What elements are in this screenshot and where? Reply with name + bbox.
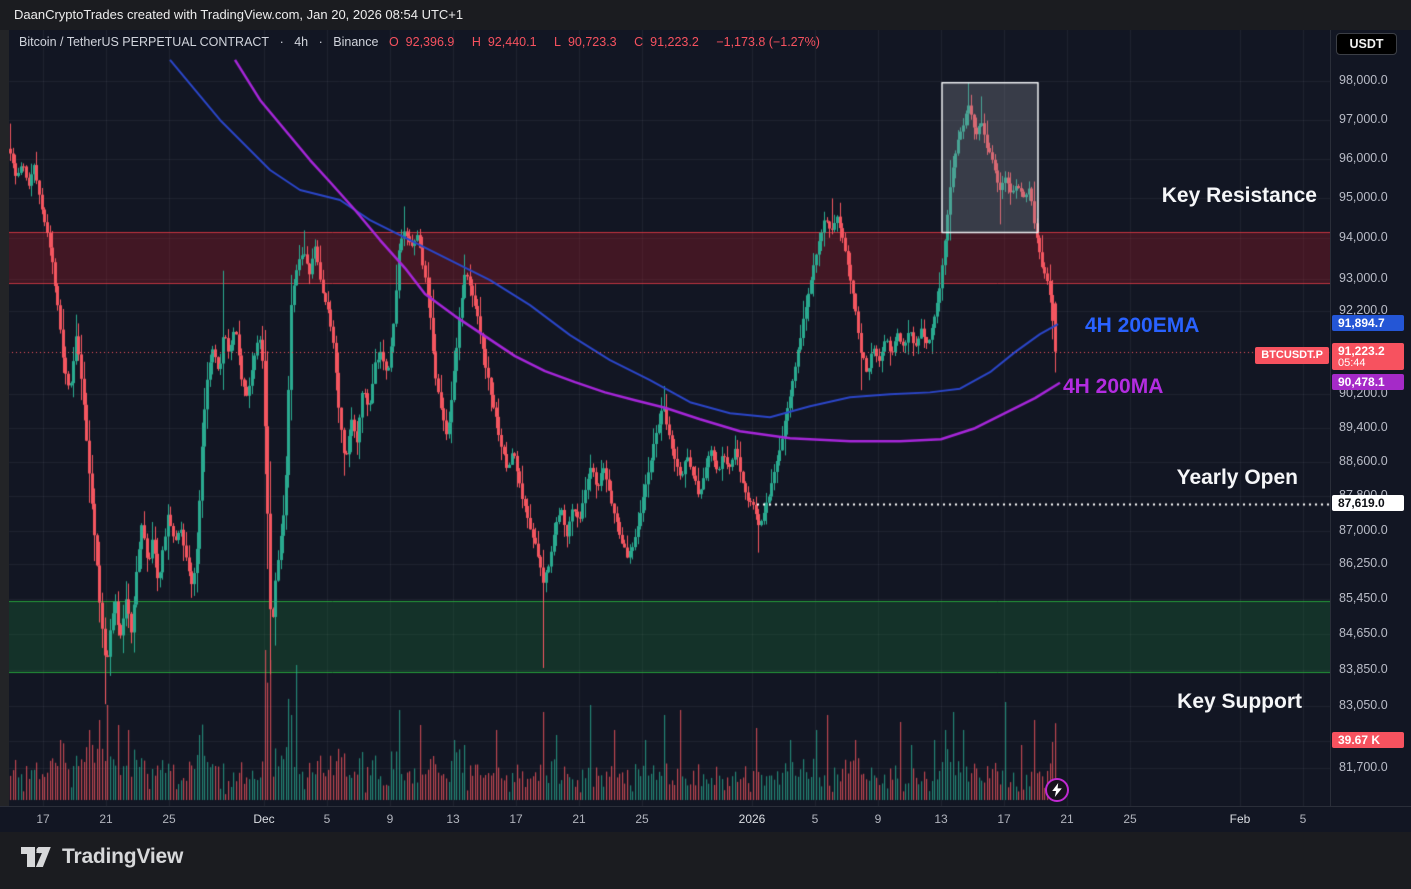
low-label: L 90,723.3 [554,35,617,49]
price-tick: 90,200.0 [1339,386,1388,401]
symbol-title[interactable]: Bitcoin / TetherUS PERPETUAL CONTRACT [19,35,270,49]
time-tick: 13 [934,812,948,826]
price-tick: 85,450.0 [1339,590,1388,605]
ma-price-label: 90,478.1 [1332,373,1404,390]
price-tick: 83,050.0 [1339,698,1388,713]
price-tick: 84,650.0 [1339,626,1388,641]
price-tick: 96,000.0 [1339,150,1388,165]
tradingview-logo-icon [21,847,51,867]
chart-legend[interactable]: Bitcoin / TetherUS PERPETUAL CONTRACT · … [19,35,827,53]
time-tick: 21 [572,812,586,826]
legend-separator: · [279,35,284,49]
price-tick: 98,000.0 [1339,72,1388,87]
price-tick: 97,000.0 [1339,111,1388,126]
time-tick: 5 [1299,812,1307,826]
tradingview-brand-link[interactable]: TradingView [20,845,183,869]
lightning-bolt-glyph [1052,783,1062,797]
price-axis[interactable]: 98,000.0 97,000.0 96,000.0 95,000.0 94,000.0… [1330,30,1411,806]
low-value: 90,723.3 [567,35,617,49]
time-tick: 17 [997,812,1011,826]
volume-label: 39.67 K [1332,732,1404,748]
time-tick: 17 [509,812,523,826]
chart-frame: Bitcoin / TetherUS PERPETUAL CONTRACT · … [0,30,1411,832]
price-tick: 89,400.0 [1339,420,1388,434]
ema-price-label: 91,894.7 [1332,315,1404,331]
legend-separator: · [318,35,323,49]
close-label: C 91,223.2 [634,35,699,49]
price-tick: 87,000.0 [1339,522,1388,537]
interval-value[interactable]: 4h [294,35,309,49]
price-chart-canvas[interactable] [0,30,1330,806]
time-tick: 25 [1123,812,1137,826]
price-tick: 86,250.0 [1339,555,1388,570]
countdown-timer: 05:44 [1338,356,1366,369]
price-tick: 81,700.0 [1339,760,1388,775]
bottom-branding-bar: TradingView [0,832,1411,889]
time-tick: 2026 [738,812,766,826]
price-tick: 92,200.0 [1339,303,1388,318]
watermark-topbar: DaanCryptoTrades created with TradingVie… [0,0,1411,30]
tradingview-brand-text: TradingView [62,845,184,868]
time-tick: 9 [874,812,882,826]
left-edge-strip [0,30,9,832]
time-tick: 9 [386,812,394,826]
price-tick: 88,600.0 [1339,453,1388,468]
lightning-icon[interactable] [1045,778,1069,802]
price-tick: 95,000.0 [1339,190,1388,205]
time-tick: Dec [253,812,275,826]
yearly-open-label: 87,619.0 [1332,495,1404,512]
high-label: H 92,440.1 [471,35,537,49]
time-tick: Feb [1229,812,1251,826]
last-price-label: 91,223.2 05:44 [1332,342,1404,370]
price-line-symbol-tag: BTCUSDT.P [1255,347,1329,364]
high-value: 92,440.1 [487,35,537,49]
open-value: 92,396.9 [405,35,455,49]
time-tick: 13 [446,812,460,826]
price-tick: 94,000.0 [1339,230,1388,245]
price-tick: 93,000.0 [1339,270,1388,285]
time-tick: 25 [162,812,176,826]
time-tick: 5 [323,812,331,826]
time-axis[interactable]: 17 21 25 Dec 5 9 13 17 21 25 2026 5 9 13 17 21 25 Feb 5 [0,806,1411,832]
exchange-name[interactable]: Binance [333,35,379,49]
time-tick: 17 [36,812,50,826]
time-tick: 21 [1060,812,1074,826]
time-tick: 5 [811,812,819,826]
change-value: −1,173.8 (−1.27%) [716,35,820,49]
currency-toggle-button[interactable]: USDT [1336,33,1397,55]
price-tick: 83,850.0 [1339,662,1388,677]
close-value: 91,223.2 [650,35,699,49]
time-tick: 25 [635,812,649,826]
open-label: O 92,396.9 [388,35,455,49]
time-tick: 21 [99,812,113,826]
watermark-text: DaanCryptoTrades created with TradingVie… [14,7,464,22]
